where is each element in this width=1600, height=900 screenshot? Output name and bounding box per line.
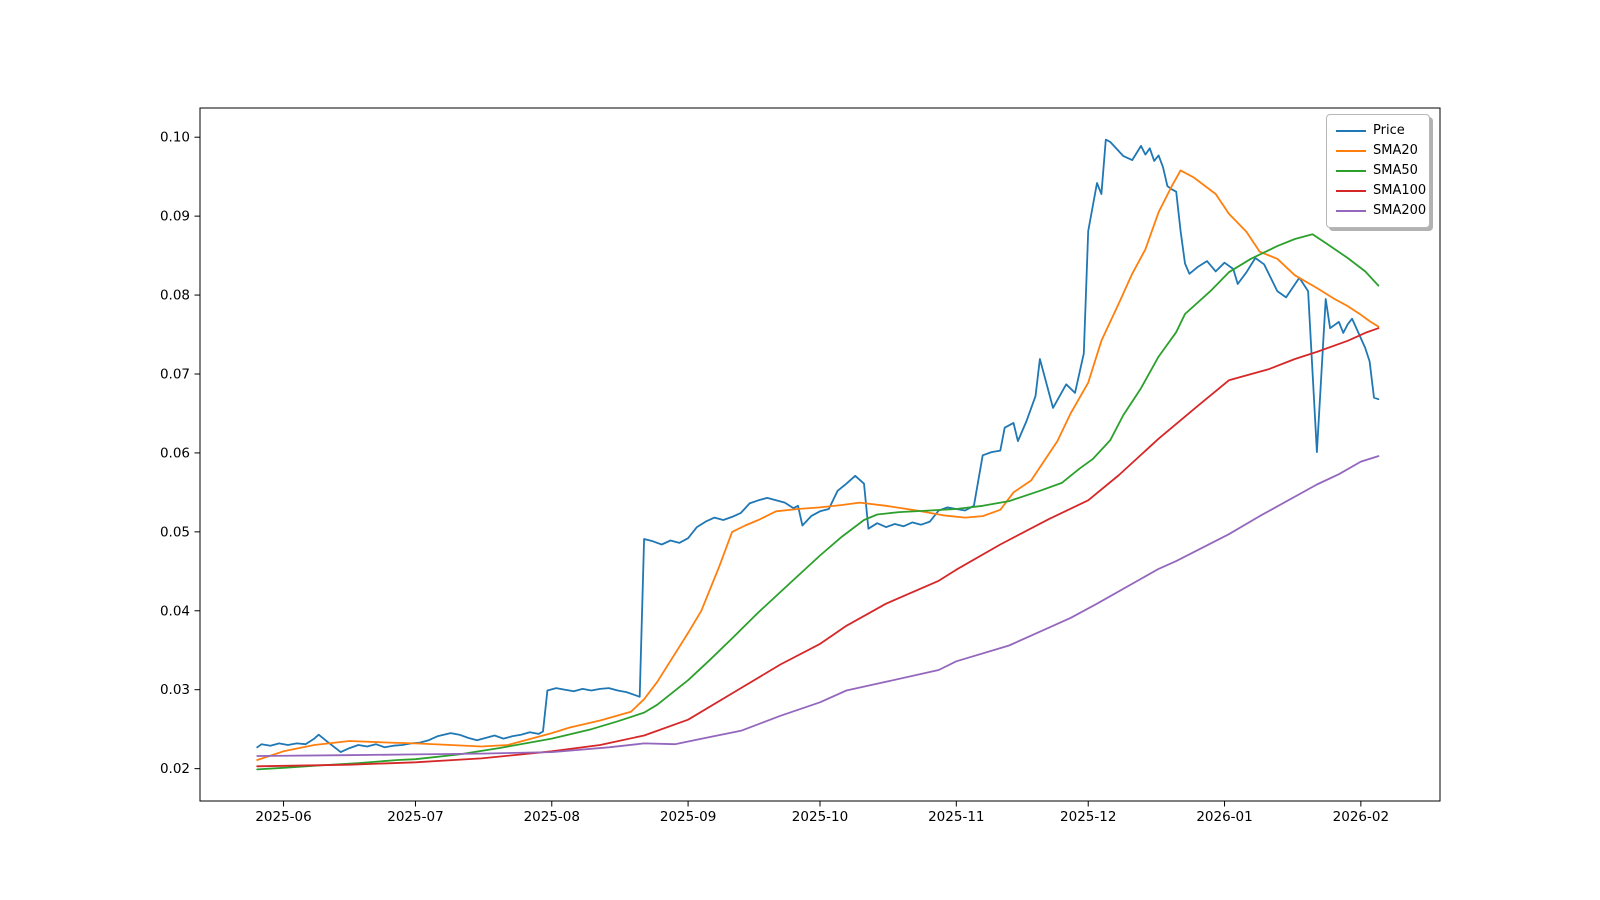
x-tick-label: 2025-10	[792, 809, 848, 825]
x-tick-label: 2025-07	[387, 809, 443, 825]
y-tick-label: 0.05	[160, 524, 190, 540]
series-line-price	[256, 138, 1380, 753]
legend-line-sample-sma100	[1336, 190, 1366, 192]
legend-line-sample-sma50	[1336, 170, 1366, 172]
series-line-sma50	[256, 233, 1380, 771]
legend-item-sma200: SMA200	[1336, 201, 1426, 221]
x-tick-label: 2026-02	[1333, 809, 1389, 825]
series-line-sma100	[256, 327, 1380, 768]
y-tick-label: 0.09	[160, 209, 190, 225]
y-tick-label: 0.10	[160, 130, 190, 146]
series-line-sma20	[256, 169, 1380, 761]
legend-item-sma20: SMA20	[1336, 141, 1421, 161]
x-tick-label: 2025-11	[928, 809, 984, 825]
y-tick-label: 0.02	[160, 761, 190, 777]
y-tick-label: 0.04	[160, 603, 190, 619]
x-tick-label: 2025-08	[524, 809, 580, 825]
legend-label-sma50: SMA50	[1373, 163, 1418, 178]
legend-line-sample-price	[1336, 130, 1366, 132]
x-tick-label: 2025-09	[660, 809, 716, 825]
x-tick-label: 2025-12	[1060, 809, 1116, 825]
y-tick-label: 0.08	[160, 288, 190, 304]
legend-line-sample-sma200	[1336, 210, 1366, 212]
series-line-sma200	[256, 455, 1380, 757]
x-tick-label: 2025-06	[255, 809, 311, 825]
legend-line-sample-sma20	[1336, 150, 1366, 152]
legend: Price SMA20 SMA50 SMA100 SMA200	[1326, 114, 1430, 228]
legend-label-sma200: SMA200	[1373, 203, 1427, 218]
x-tick-label: 2026-01	[1196, 809, 1252, 825]
legend-label-price: Price	[1373, 123, 1405, 138]
legend-item-sma100: SMA100	[1336, 181, 1426, 201]
y-tick-label: 0.07	[160, 366, 190, 382]
plot-area	[200, 108, 1440, 801]
legend-item-sma50: SMA50	[1336, 161, 1421, 181]
legend-label-sma20: SMA20	[1373, 143, 1418, 158]
y-tick-label: 0.03	[160, 682, 190, 698]
legend-label-sma100: SMA100	[1373, 183, 1427, 198]
legend-item-price: Price	[1336, 121, 1421, 141]
y-tick-label: 0.06	[160, 445, 190, 461]
